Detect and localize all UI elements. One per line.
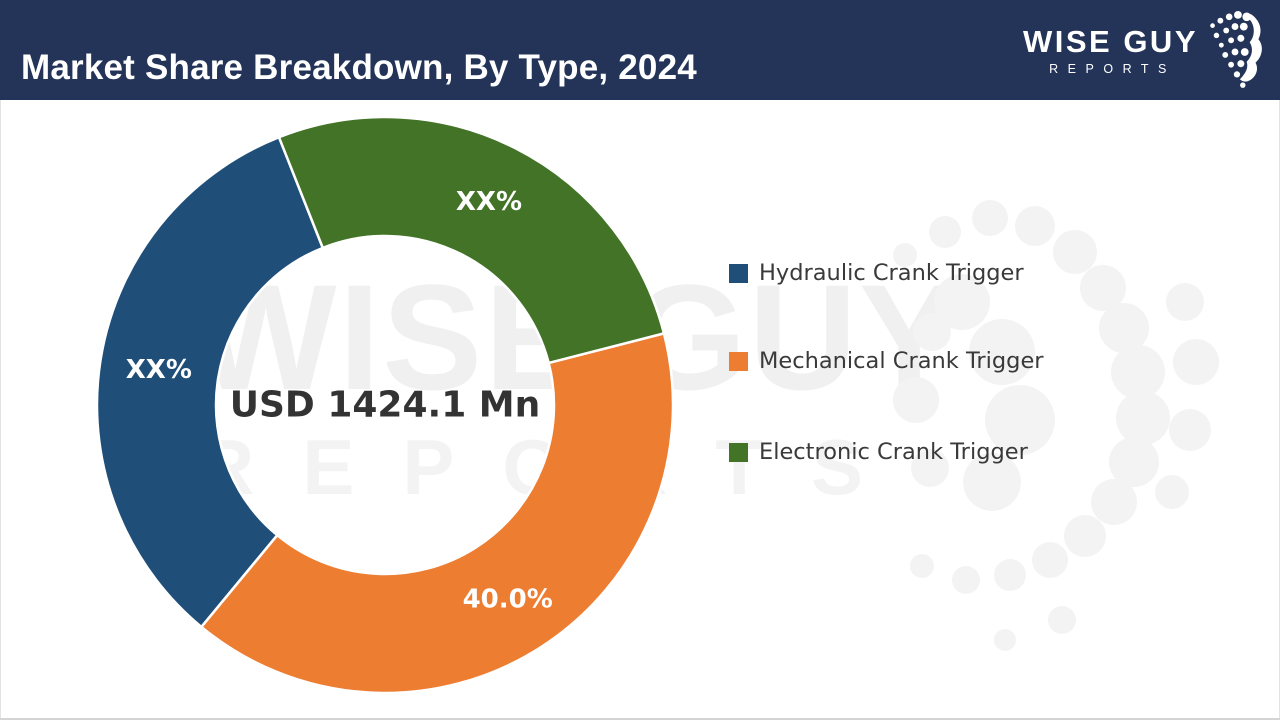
bottom-border-line (0, 718, 1280, 720)
logo-reports-text: REPORTS (1049, 61, 1176, 76)
slice-label-mechanical-crank-trigger: 40.0% (463, 584, 553, 614)
legend-swatch-electronic (729, 442, 748, 462)
logo-wiseguy-text: WISE GUY (1022, 24, 1198, 60)
logo-text: WISE GUY REPORTS (1023, 26, 1198, 76)
legend-swatch-hydraulic (729, 263, 748, 283)
wise-guy-reports-logo: WISE GUY REPORTS (1023, 10, 1266, 92)
slice-label-electronic-crank-trigger: XX% (456, 187, 522, 217)
slice-electronic-crank-trigger (277, 115, 666, 365)
legend-label-electronic: Electronic Crank Trigger (759, 439, 1028, 465)
header-bar: Market Share Breakdown, By Type, 2024 (0, 0, 1280, 100)
legend-item-electronic: Electronic Crank Trigger (729, 435, 1028, 469)
slice-hydraulic-crank-trigger (95, 135, 325, 629)
slice-mechanical-crank-trigger (200, 332, 675, 695)
legend-swatch-mechanical (729, 351, 748, 371)
legend-item-mechanical: Mechanical Crank Trigger (729, 344, 1044, 378)
slice-label-hydraulic-crank-trigger: XX% (126, 355, 192, 385)
left-border-line (0, 100, 1, 720)
legend-item-hydraulic: Hydraulic Crank Trigger (729, 256, 1024, 290)
logo-face-icon (1210, 10, 1262, 88)
legend-label-hydraulic: Hydraulic Crank Trigger (759, 260, 1024, 286)
page-title: Market Share Breakdown, By Type, 2024 (21, 48, 697, 87)
donut-center-total: USD 1424.1 Mn (229, 384, 541, 426)
legend-label-mechanical: Mechanical Crank Trigger (759, 348, 1044, 374)
